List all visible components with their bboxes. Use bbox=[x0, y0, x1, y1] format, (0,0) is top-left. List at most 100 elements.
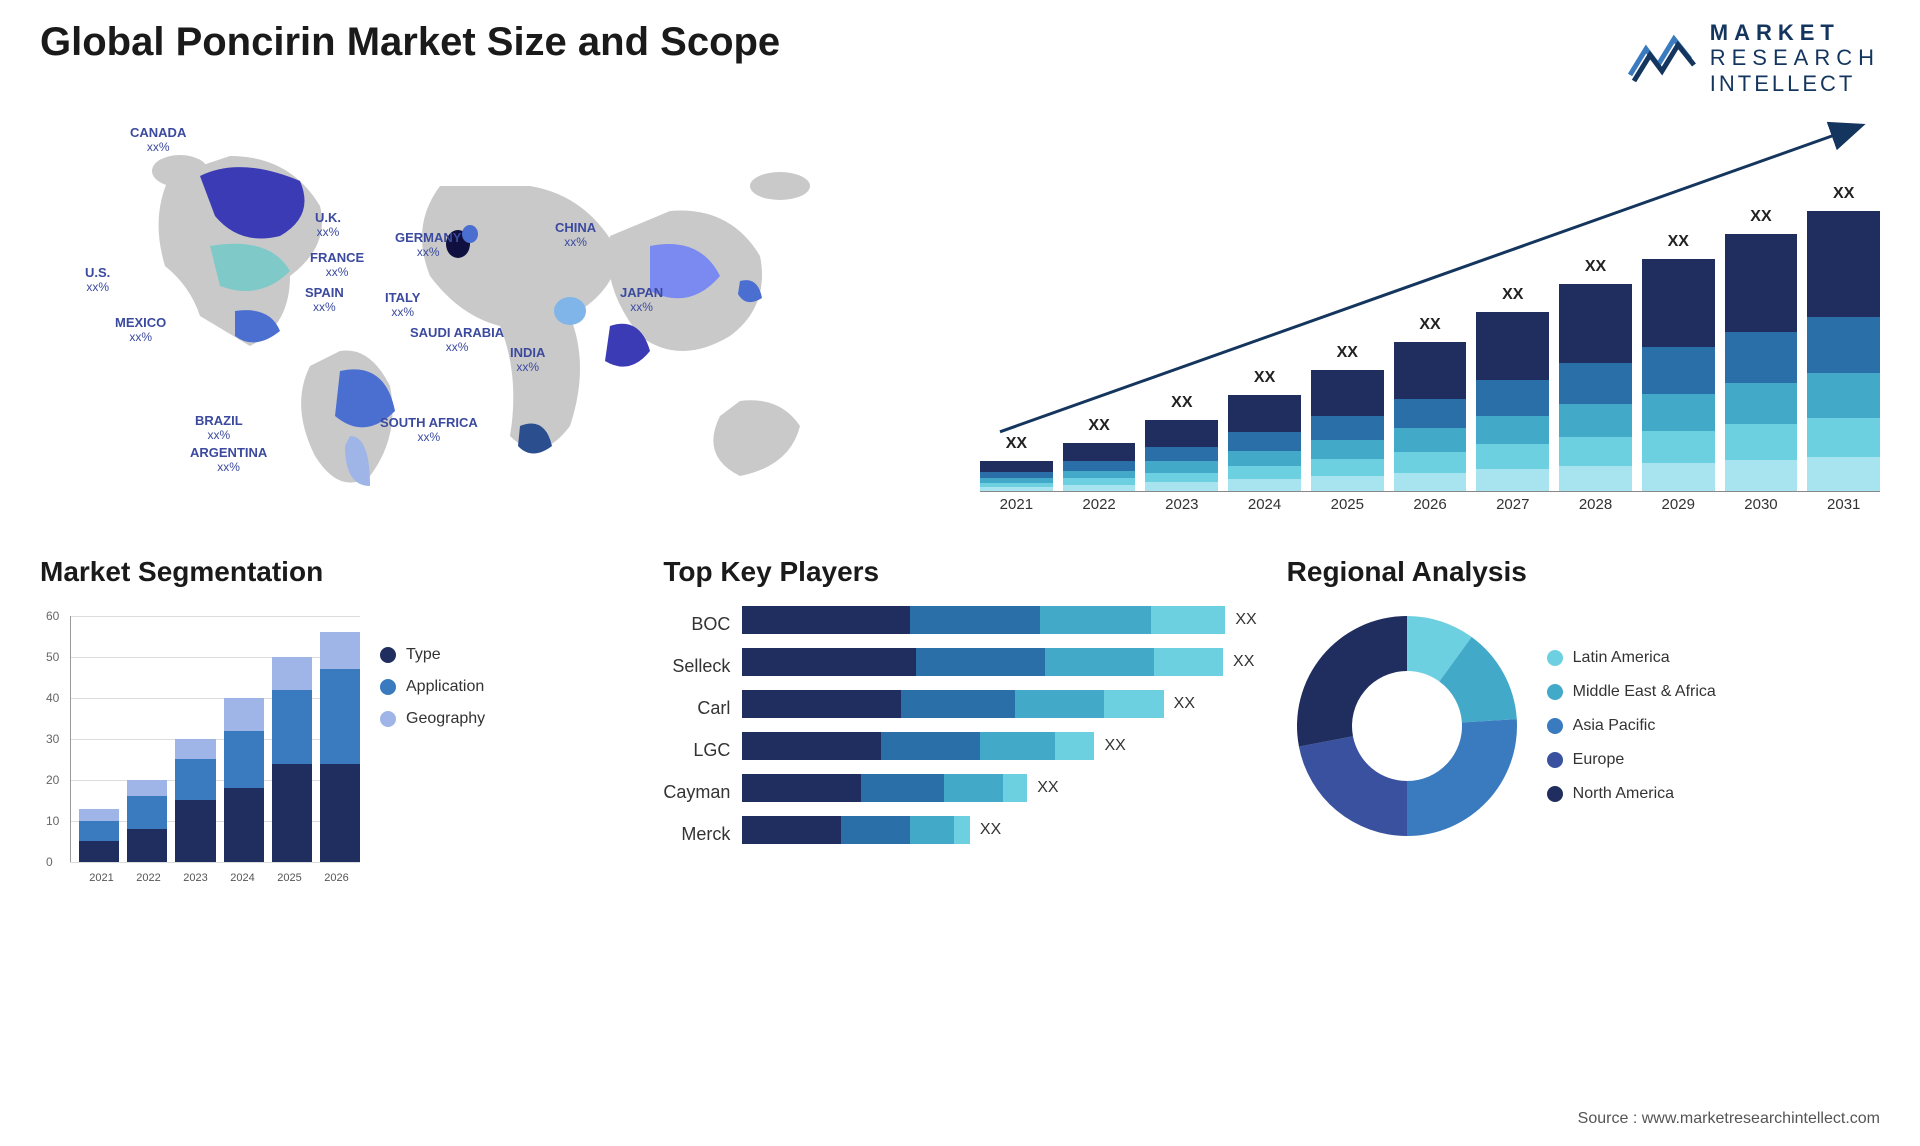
country-label: JAPANxx% bbox=[620, 286, 663, 315]
year-label: 2024 bbox=[230, 872, 254, 884]
keyplayers-chart: XX XX XX XX XX XX bbox=[742, 606, 1256, 848]
player-value: XX bbox=[1104, 737, 1125, 755]
growth-bar: XX2021 bbox=[980, 461, 1053, 491]
y-tick: 10 bbox=[46, 814, 59, 828]
header: Global Poncirin Market Size and Scope MA… bbox=[40, 20, 1880, 96]
segmentation-bar bbox=[320, 632, 360, 862]
player-bar-row: XX bbox=[742, 816, 1256, 844]
segmentation-chart: 0102030405060202120222023202420252026 bbox=[40, 606, 360, 886]
legend-item: Middle East & Africa bbox=[1547, 683, 1716, 701]
year-label: 2026 bbox=[324, 872, 348, 884]
y-tick: 30 bbox=[46, 732, 59, 746]
player-label: Merck bbox=[663, 820, 730, 848]
legend-item: North America bbox=[1547, 785, 1716, 803]
player-value: XX bbox=[980, 821, 1001, 839]
source-text: Source : www.marketresearchintellect.com bbox=[1578, 1110, 1880, 1128]
brand-logo: MARKET RESEARCH INTELLECT bbox=[1628, 20, 1880, 96]
player-label: Selleck bbox=[663, 652, 730, 680]
legend-item: Type bbox=[380, 646, 485, 664]
country-label: ITALYxx% bbox=[385, 291, 420, 320]
bar-value-label: XX bbox=[1585, 258, 1606, 276]
player-label: Carl bbox=[663, 694, 730, 722]
growth-bar: XX2023 bbox=[1145, 420, 1218, 490]
regional-legend: Latin America Middle East & Africa Asia Pa… bbox=[1547, 649, 1716, 803]
world-map-panel: CANADAxx% U.S.xx%MEXICOxx% BRAZILxx% ARGENT… bbox=[40, 116, 940, 516]
donut-slice bbox=[1407, 719, 1517, 836]
legend-item: Application bbox=[380, 678, 485, 696]
country-label: CANADAxx% bbox=[130, 126, 186, 155]
player-bar-row: XX bbox=[742, 690, 1256, 718]
bar-value-label: XX bbox=[1833, 185, 1854, 203]
legend-item: Asia Pacific bbox=[1547, 717, 1716, 735]
growth-bar: XX2024 bbox=[1228, 395, 1301, 491]
player-bar-row: XX bbox=[742, 774, 1256, 802]
country-label: SOUTH AFRICAxx% bbox=[380, 416, 478, 445]
top-row: CANADAxx% U.S.xx%MEXICOxx% BRAZILxx% ARGENT… bbox=[40, 116, 1880, 516]
country-label: BRAZILxx% bbox=[195, 414, 243, 443]
donut-slice bbox=[1297, 616, 1407, 747]
segmentation-bar bbox=[175, 739, 215, 862]
player-value: XX bbox=[1235, 611, 1256, 629]
segmentation-bar bbox=[79, 809, 119, 862]
year-label: 2021 bbox=[89, 872, 113, 884]
segmentation-bar bbox=[272, 657, 312, 862]
logo-icon bbox=[1628, 31, 1698, 85]
year-label: 2022 bbox=[136, 872, 160, 884]
country-label: GERMANYxx% bbox=[395, 231, 461, 260]
page-title: Global Poncirin Market Size and Scope bbox=[40, 20, 780, 65]
year-label: 2022 bbox=[1082, 496, 1115, 513]
growth-bar: XX2027 bbox=[1476, 312, 1549, 491]
keyplayers-title: Top Key Players bbox=[663, 556, 1256, 588]
year-label: 2025 bbox=[1331, 496, 1364, 513]
y-tick: 60 bbox=[46, 609, 59, 623]
keyplayers-panel: Top Key Players BOC Selleck Carl LGC Cayman M… bbox=[663, 556, 1256, 886]
country-label: SPAINxx% bbox=[305, 286, 344, 315]
country-label: MEXICOxx% bbox=[115, 316, 166, 345]
segmentation-panel: Market Segmentation 01020304050602021202… bbox=[40, 556, 633, 886]
bar-value-label: XX bbox=[1668, 233, 1689, 251]
growth-bar-chart: XX2021XX2022XX2023XX2024XX2025XX2026XX20… bbox=[980, 156, 1880, 492]
country-label: U.S.xx% bbox=[85, 266, 110, 295]
keyplayers-labels: BOC Selleck Carl LGC Cayman Merck bbox=[663, 606, 730, 848]
player-label: BOC bbox=[663, 610, 730, 638]
growth-bar: XX2022 bbox=[1063, 443, 1136, 491]
player-bar-row: XX bbox=[742, 648, 1256, 676]
year-label: 2027 bbox=[1496, 496, 1529, 513]
player-label: Cayman bbox=[663, 778, 730, 806]
y-tick: 50 bbox=[46, 650, 59, 664]
year-label: 2030 bbox=[1744, 496, 1777, 513]
bar-value-label: XX bbox=[1006, 435, 1027, 453]
year-label: 2031 bbox=[1827, 496, 1860, 513]
country-label: ARGENTINAxx% bbox=[190, 446, 267, 475]
year-label: 2028 bbox=[1579, 496, 1612, 513]
bar-value-label: XX bbox=[1419, 316, 1440, 334]
logo-text: MARKET RESEARCH INTELLECT bbox=[1710, 20, 1880, 96]
bar-value-label: XX bbox=[1088, 417, 1109, 435]
legend-item: Latin America bbox=[1547, 649, 1716, 667]
year-label: 2023 bbox=[1165, 496, 1198, 513]
country-label: U.K.xx% bbox=[315, 211, 341, 240]
growth-bar: XX2025 bbox=[1311, 370, 1384, 491]
growth-chart-panel: XX2021XX2022XX2023XX2024XX2025XX2026XX20… bbox=[980, 116, 1880, 516]
year-label: 2029 bbox=[1662, 496, 1695, 513]
player-label: LGC bbox=[663, 736, 730, 764]
bottom-row: Market Segmentation 01020304050602021202… bbox=[40, 556, 1880, 886]
year-label: 2025 bbox=[277, 872, 301, 884]
growth-bar: XX2031 bbox=[1807, 211, 1880, 491]
year-label: 2021 bbox=[1000, 496, 1033, 513]
country-label: CHINAxx% bbox=[555, 221, 596, 250]
bar-value-label: XX bbox=[1171, 394, 1192, 412]
regional-title: Regional Analysis bbox=[1287, 556, 1880, 588]
bar-value-label: XX bbox=[1750, 208, 1771, 226]
year-label: 2024 bbox=[1248, 496, 1281, 513]
segmentation-bar bbox=[224, 698, 264, 862]
player-value: XX bbox=[1174, 695, 1195, 713]
donut-slice bbox=[1299, 736, 1407, 836]
growth-bar: XX2028 bbox=[1559, 284, 1632, 490]
regional-donut-chart bbox=[1287, 606, 1527, 846]
bar-value-label: XX bbox=[1254, 369, 1275, 387]
country-label: SAUDI ARABIAxx% bbox=[410, 326, 504, 355]
year-label: 2026 bbox=[1413, 496, 1446, 513]
player-value: XX bbox=[1037, 779, 1058, 797]
y-tick: 0 bbox=[46, 855, 53, 869]
